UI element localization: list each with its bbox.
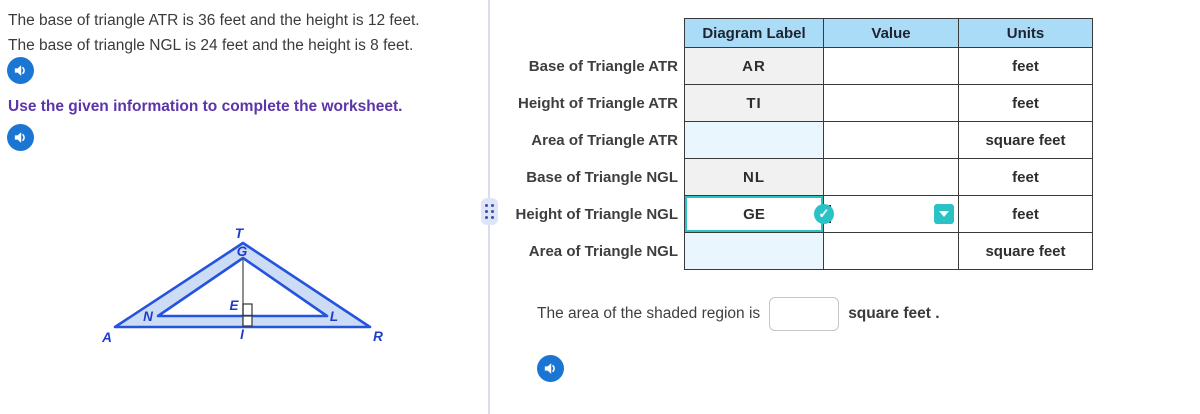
row-label-height-ngl: Height of Triangle NGL <box>515 206 678 223</box>
value-cell-base-atr[interactable] <box>823 48 958 85</box>
vertex-label-I: I <box>240 327 244 342</box>
diagram-label-cell-GE[interactable]: GE ✓ <box>684 196 834 233</box>
chevron-down-icon <box>939 211 949 217</box>
diagram-label-text: GE <box>743 205 765 223</box>
drag-dot <box>485 210 488 213</box>
instruction-text: Use the given information to complete th… <box>8 98 403 115</box>
row-label-base-atr: Base of Triangle ATR <box>528 58 678 75</box>
speaker-icon <box>14 132 25 143</box>
units-cell-area-ngl: square feet <box>958 233 1093 270</box>
drag-dot <box>485 204 488 207</box>
units-cell-base-atr: feet <box>958 48 1093 85</box>
row-label-area-ngl: Area of Triangle NGL <box>528 243 678 260</box>
vertex-label-A: A <box>101 330 112 345</box>
value-cell-height-atr[interactable] <box>823 85 958 122</box>
right-angle-mark-I <box>242 315 253 327</box>
vertex-label-L: L <box>330 309 338 324</box>
audio-play-button[interactable] <box>537 355 564 382</box>
drag-dot <box>485 216 488 219</box>
panel-drag-handle[interactable] <box>481 198 498 225</box>
value-cell-height-ngl[interactable] <box>823 196 958 233</box>
drag-dot <box>491 216 494 219</box>
vertex-label-E: E <box>229 298 239 313</box>
value-cell-base-ngl[interactable] <box>823 159 958 196</box>
speaker-icon <box>14 65 25 76</box>
diagram-label-cell-AR: AR <box>684 48 823 85</box>
row-label-height-atr: Height of Triangle ATR <box>518 95 678 112</box>
problem-line-2: The base of triangle NGL is 24 feet and … <box>8 37 414 54</box>
column-header-units: Units <box>958 18 1093 48</box>
row-label-area-atr: Area of Triangle ATR <box>531 132 678 149</box>
answer-suffix: square feet . <box>848 305 940 322</box>
units-cell-area-atr: square feet <box>958 122 1093 159</box>
problem-statement: The base of triangle ATR is 36 feet and … <box>8 8 420 58</box>
vertex-label-R: R <box>373 329 383 344</box>
row-label-base-ngl: Base of Triangle NGL <box>526 169 678 186</box>
units-cell-height-ngl: feet <box>958 196 1093 233</box>
drag-dot <box>491 204 494 207</box>
drag-dot <box>491 210 494 213</box>
units-cell-height-atr: feet <box>958 85 1093 122</box>
correct-checkmark-icon: ✓ <box>814 204 834 224</box>
units-cell-base-ngl: feet <box>958 159 1093 196</box>
table-corner-spacer <box>492 18 684 48</box>
audio-play-button[interactable] <box>7 57 34 84</box>
speaker-icon <box>544 363 555 374</box>
value-cell-area-ngl[interactable] <box>823 233 958 270</box>
shaded-area-input[interactable] <box>769 297 840 331</box>
vertex-label-N: N <box>143 309 153 324</box>
diagram-label-cell-NL: NL <box>684 159 823 196</box>
vertex-label-T: T <box>235 226 245 241</box>
vertex-label-G: G <box>237 244 248 259</box>
column-header-diagram-label: Diagram Label <box>684 18 823 48</box>
answer-sentence: The area of the shaded region is square … <box>537 297 940 331</box>
triangle-diagram: T G A R N L E I <box>101 226 383 345</box>
audio-play-button[interactable] <box>7 124 34 151</box>
diagram-label-cell-area-ngl[interactable] <box>684 233 823 270</box>
value-cell-area-atr[interactable] <box>823 122 958 159</box>
worksheet-table: Diagram Label Value Units Base of Triang… <box>492 18 1093 270</box>
answer-prefix: The area of the shaded region is <box>537 305 761 322</box>
value-dropdown-button[interactable] <box>934 204 954 224</box>
diagram-label-cell-TI: TI <box>684 85 823 122</box>
column-header-value: Value <box>823 18 958 48</box>
diagram-label-cell-area-atr[interactable] <box>684 122 823 159</box>
problem-line-1: The base of triangle ATR is 36 feet and … <box>8 12 420 29</box>
